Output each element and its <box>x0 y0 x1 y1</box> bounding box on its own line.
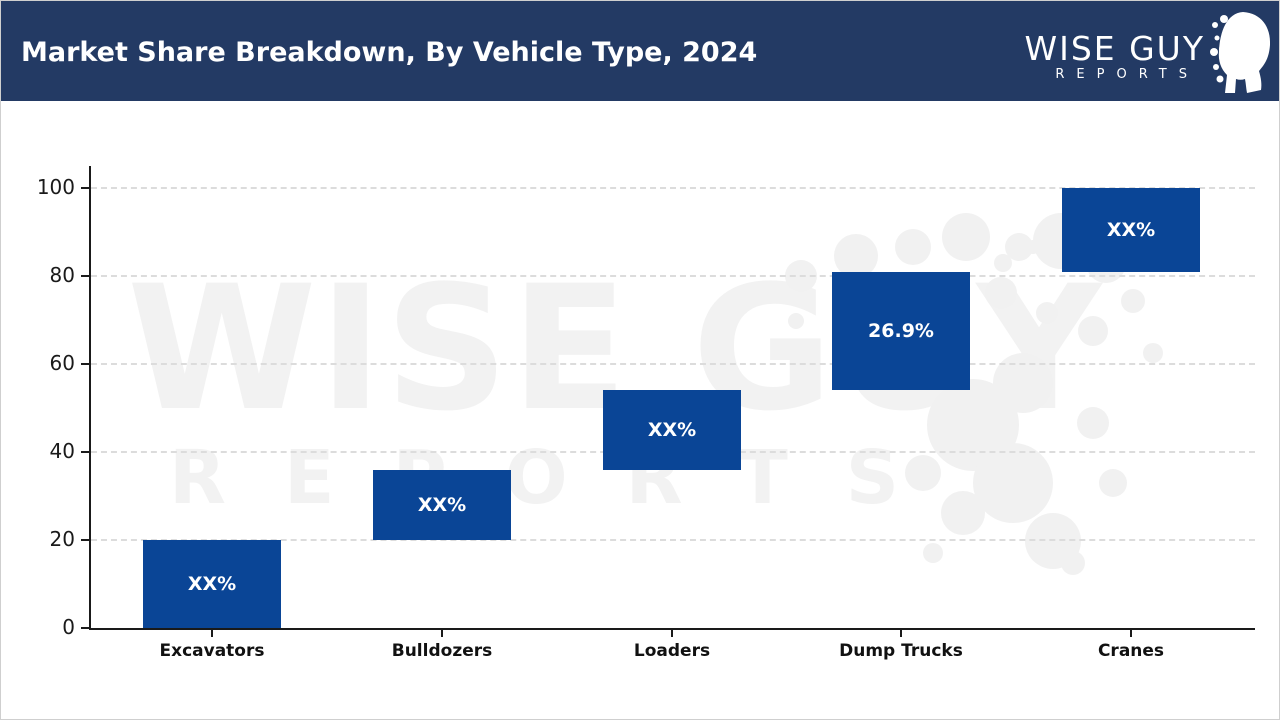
watermark-dot <box>895 229 931 265</box>
y-tick-label: 100 <box>36 175 75 199</box>
y-tick-mark <box>81 363 90 365</box>
x-category-label: Loaders <box>633 641 711 661</box>
watermark-dot <box>834 234 878 278</box>
x-tick-mark <box>900 629 902 637</box>
bar-value-label: XX% <box>647 418 697 441</box>
y-tick-mark <box>81 275 90 277</box>
x-category-label: Bulldozers <box>391 641 493 661</box>
bar-value-label: XX% <box>1106 218 1156 241</box>
watermark-dot <box>1143 343 1163 363</box>
bar-value-label: XX% <box>417 493 467 516</box>
logo-wordmark: WISE GUY <box>1024 29 1205 68</box>
x-category-label: Dump Trucks <box>839 641 963 661</box>
watermark-dot <box>985 277 1017 309</box>
gridline <box>91 187 1255 189</box>
x-tick-mark <box>671 629 673 637</box>
y-axis-line <box>89 166 91 630</box>
header-bar: Market Share Breakdown, By Vehicle Type,… <box>1 1 1279 101</box>
watermark-dot <box>973 443 1053 523</box>
gridline <box>91 363 1255 365</box>
y-tick-mark <box>81 451 90 453</box>
watermark-dot <box>1036 302 1058 324</box>
watermark-dot <box>1078 316 1108 346</box>
y-tick-label: 80 <box>49 263 75 287</box>
watermark-dot <box>1061 551 1085 575</box>
x-category-label: Cranes <box>1097 641 1165 661</box>
bar-value-label: XX% <box>187 573 237 595</box>
y-tick-mark <box>81 539 90 541</box>
watermark-dot <box>1121 289 1145 313</box>
chart-title: Market Share Breakdown, By Vehicle Type,… <box>21 37 758 68</box>
watermark-subtext: REPORTS <box>169 435 958 521</box>
x-category-label: Excavators <box>159 641 265 661</box>
y-tick-label: 0 <box>62 615 75 639</box>
bar-segment: XX% <box>603 389 741 470</box>
bar-segment: 26.9% <box>832 271 970 390</box>
brand-logo: WISE GUY REPORTS <box>1024 7 1275 95</box>
watermark-dot <box>905 455 941 491</box>
watermark-dot <box>1077 407 1109 439</box>
watermark-dot <box>788 313 804 329</box>
x-tick-mark <box>441 629 443 637</box>
y-tick-mark <box>81 627 90 629</box>
y-tick-mark <box>81 187 90 189</box>
bar-value-label: 26.9% <box>868 319 934 342</box>
gridline <box>91 539 1255 541</box>
watermark-dot <box>923 543 943 563</box>
watermark-dot <box>1026 240 1040 254</box>
x-tick-mark <box>211 629 213 637</box>
watermark-dot <box>941 491 985 535</box>
gridline <box>91 275 1255 277</box>
x-tick-mark <box>1130 629 1132 637</box>
bar-segment: XX% <box>1062 188 1200 272</box>
watermark-dot <box>994 254 1012 272</box>
y-tick-label: 40 <box>49 439 75 463</box>
watermark-dot <box>942 213 990 261</box>
bar-segment: XX% <box>143 540 281 628</box>
y-tick-label: 20 <box>49 527 75 551</box>
wise-guy-head-icon <box>1210 12 1271 93</box>
watermark-dot <box>1099 469 1127 497</box>
y-tick-label: 60 <box>49 351 75 375</box>
logo-subtext: REPORTS <box>1055 67 1199 82</box>
bar-segment: XX% <box>373 469 511 540</box>
